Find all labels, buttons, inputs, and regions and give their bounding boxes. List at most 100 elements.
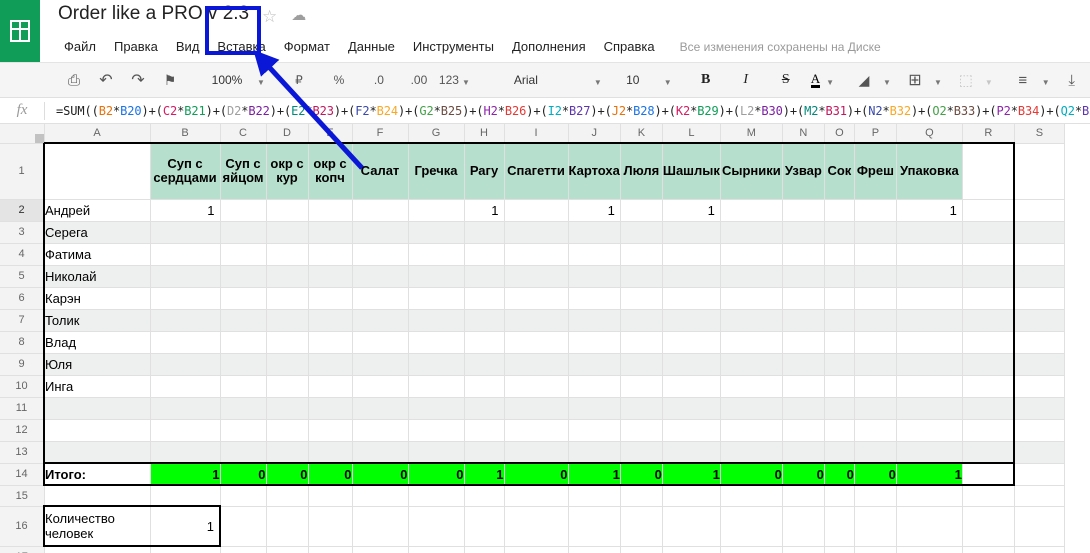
order-cell-7-8[interactable]	[567, 308, 621, 332]
order-cell-6-8[interactable]	[567, 286, 621, 310]
decrease-decimal-button[interactable]: .0	[373, 73, 384, 87]
order-cell-5-5[interactable]	[407, 264, 465, 288]
cell-m16[interactable]	[719, 505, 783, 547]
cell-s6[interactable]	[1013, 286, 1065, 310]
dish-header-15[interactable]: Упаковка	[895, 142, 963, 200]
total-value-10[interactable]: 1	[661, 462, 721, 486]
row-header-13[interactable]: 13	[0, 440, 45, 464]
order-cell-11-13[interactable]	[823, 396, 855, 420]
column-header-f[interactable]: F	[351, 124, 409, 144]
order-cell-9-15[interactable]	[895, 352, 963, 376]
order-cell-2-1[interactable]	[219, 198, 267, 222]
column-header-l[interactable]: L	[661, 124, 721, 144]
order-cell-3-14[interactable]	[853, 220, 897, 244]
cell-s13[interactable]	[1013, 440, 1065, 464]
order-cell-10-6[interactable]	[463, 374, 505, 398]
order-cell-12-13[interactable]	[823, 418, 855, 442]
order-cell-3-1[interactable]	[219, 220, 267, 244]
order-cell-10-0[interactable]	[149, 374, 221, 398]
dish-header-2[interactable]: окр с кур	[265, 142, 309, 200]
function-icon[interactable]: fx	[16, 102, 28, 118]
order-cell-8-8[interactable]	[567, 330, 621, 354]
order-cell-3-3[interactable]	[307, 220, 353, 244]
order-cell-5-13[interactable]	[823, 264, 855, 288]
order-cell-8-14[interactable]	[853, 330, 897, 354]
cell-r2[interactable]	[961, 198, 1016, 222]
cell-f15[interactable]	[351, 484, 409, 507]
total-value-14[interactable]: 0	[853, 462, 897, 486]
order-cell-9-10[interactable]	[661, 352, 721, 376]
print-icon[interactable]: ⎙	[67, 71, 80, 89]
row-header-15[interactable]: 15	[0, 484, 45, 507]
order-cell-11-3[interactable]	[307, 396, 353, 420]
borders-button[interactable]: ⊞ ▼	[899, 67, 942, 93]
cell-i15[interactable]	[503, 484, 569, 507]
order-cell-9-12[interactable]	[781, 352, 825, 376]
cell-s10[interactable]	[1013, 374, 1065, 398]
order-cell-4-15[interactable]	[895, 242, 963, 266]
order-cell-9-7[interactable]	[503, 352, 569, 376]
star-icon[interactable]: ☆	[262, 7, 278, 26]
order-cell-9-3[interactable]	[307, 352, 353, 376]
cell-s12[interactable]	[1013, 418, 1065, 442]
cell-h15[interactable]	[463, 484, 505, 507]
menu-item-edit[interactable]: Правка	[113, 39, 158, 54]
order-cell-4-1[interactable]	[219, 242, 267, 266]
cell-s17[interactable]	[1013, 545, 1065, 553]
order-cell-10-8[interactable]	[567, 374, 621, 398]
total-value-6[interactable]: 1	[463, 462, 505, 486]
person-name-4[interactable]: Фатима	[43, 242, 151, 266]
order-cell-5-6[interactable]	[463, 264, 505, 288]
order-cell-4-8[interactable]	[567, 242, 621, 266]
order-cell-10-1[interactable]	[219, 374, 267, 398]
order-cell-9-5[interactable]	[407, 352, 465, 376]
cell-c15[interactable]	[219, 484, 267, 507]
cell-r3[interactable]	[961, 220, 1016, 244]
order-cell-3-10[interactable]	[661, 220, 721, 244]
order-cell-2-9[interactable]	[619, 198, 663, 222]
order-cell-9-0[interactable]	[149, 352, 221, 376]
order-cell-2-3[interactable]	[307, 198, 353, 222]
order-cell-5-4[interactable]	[351, 264, 409, 288]
order-cell-13-10[interactable]	[661, 440, 721, 464]
order-cell-7-6[interactable]	[463, 308, 505, 332]
order-cell-11-10[interactable]	[661, 396, 721, 420]
person-name-13[interactable]	[43, 440, 151, 464]
dish-header-12[interactable]: Узвар	[781, 142, 825, 200]
order-cell-11-5[interactable]	[407, 396, 465, 420]
cell-g17[interactable]	[407, 545, 465, 553]
order-cell-3-5[interactable]	[407, 220, 465, 244]
order-cell-2-7[interactable]	[503, 198, 569, 222]
horizontal-align-button[interactable]: ≡ ▼	[1007, 67, 1049, 93]
cell-s3[interactable]	[1013, 220, 1065, 244]
order-cell-3-15[interactable]	[895, 220, 963, 244]
order-cell-10-11[interactable]	[719, 374, 783, 398]
cell-o17[interactable]	[823, 545, 855, 553]
order-cell-12-3[interactable]	[307, 418, 353, 442]
column-header-k[interactable]: K	[619, 124, 663, 144]
column-header-r[interactable]: R	[961, 124, 1015, 144]
people-count-value[interactable]: 1	[149, 505, 221, 547]
redo-icon[interactable]: ↷	[131, 72, 145, 89]
formula-input[interactable]: =SUM((B2*B20)+(C2*B21)+(D2*B22)+(E2*B23)…	[56, 103, 1090, 118]
person-name-7[interactable]: Толик	[43, 308, 151, 332]
dish-header-9[interactable]: Люля	[619, 142, 663, 200]
order-cell-12-2[interactable]	[265, 418, 309, 442]
column-header-b[interactable]: B	[149, 124, 221, 144]
font-family-select[interactable]: Arial ▼	[484, 67, 602, 93]
order-cell-8-11[interactable]	[719, 330, 783, 354]
cell-e16[interactable]	[307, 505, 353, 547]
order-cell-13-15[interactable]	[895, 440, 963, 464]
order-cell-5-8[interactable]	[567, 264, 621, 288]
order-cell-13-1[interactable]	[219, 440, 267, 464]
order-cell-7-15[interactable]	[895, 308, 963, 332]
order-cell-13-8[interactable]	[567, 440, 621, 464]
order-cell-10-5[interactable]	[407, 374, 465, 398]
order-cell-13-3[interactable]	[307, 440, 353, 464]
column-header-i[interactable]: I	[503, 124, 569, 144]
cell-s9[interactable]	[1013, 352, 1065, 376]
order-cell-3-0[interactable]	[149, 220, 221, 244]
order-cell-9-6[interactable]	[463, 352, 505, 376]
fill-color-button[interactable]: ◢ ▼	[848, 67, 891, 93]
dish-header-14[interactable]: Фреш	[853, 142, 897, 200]
